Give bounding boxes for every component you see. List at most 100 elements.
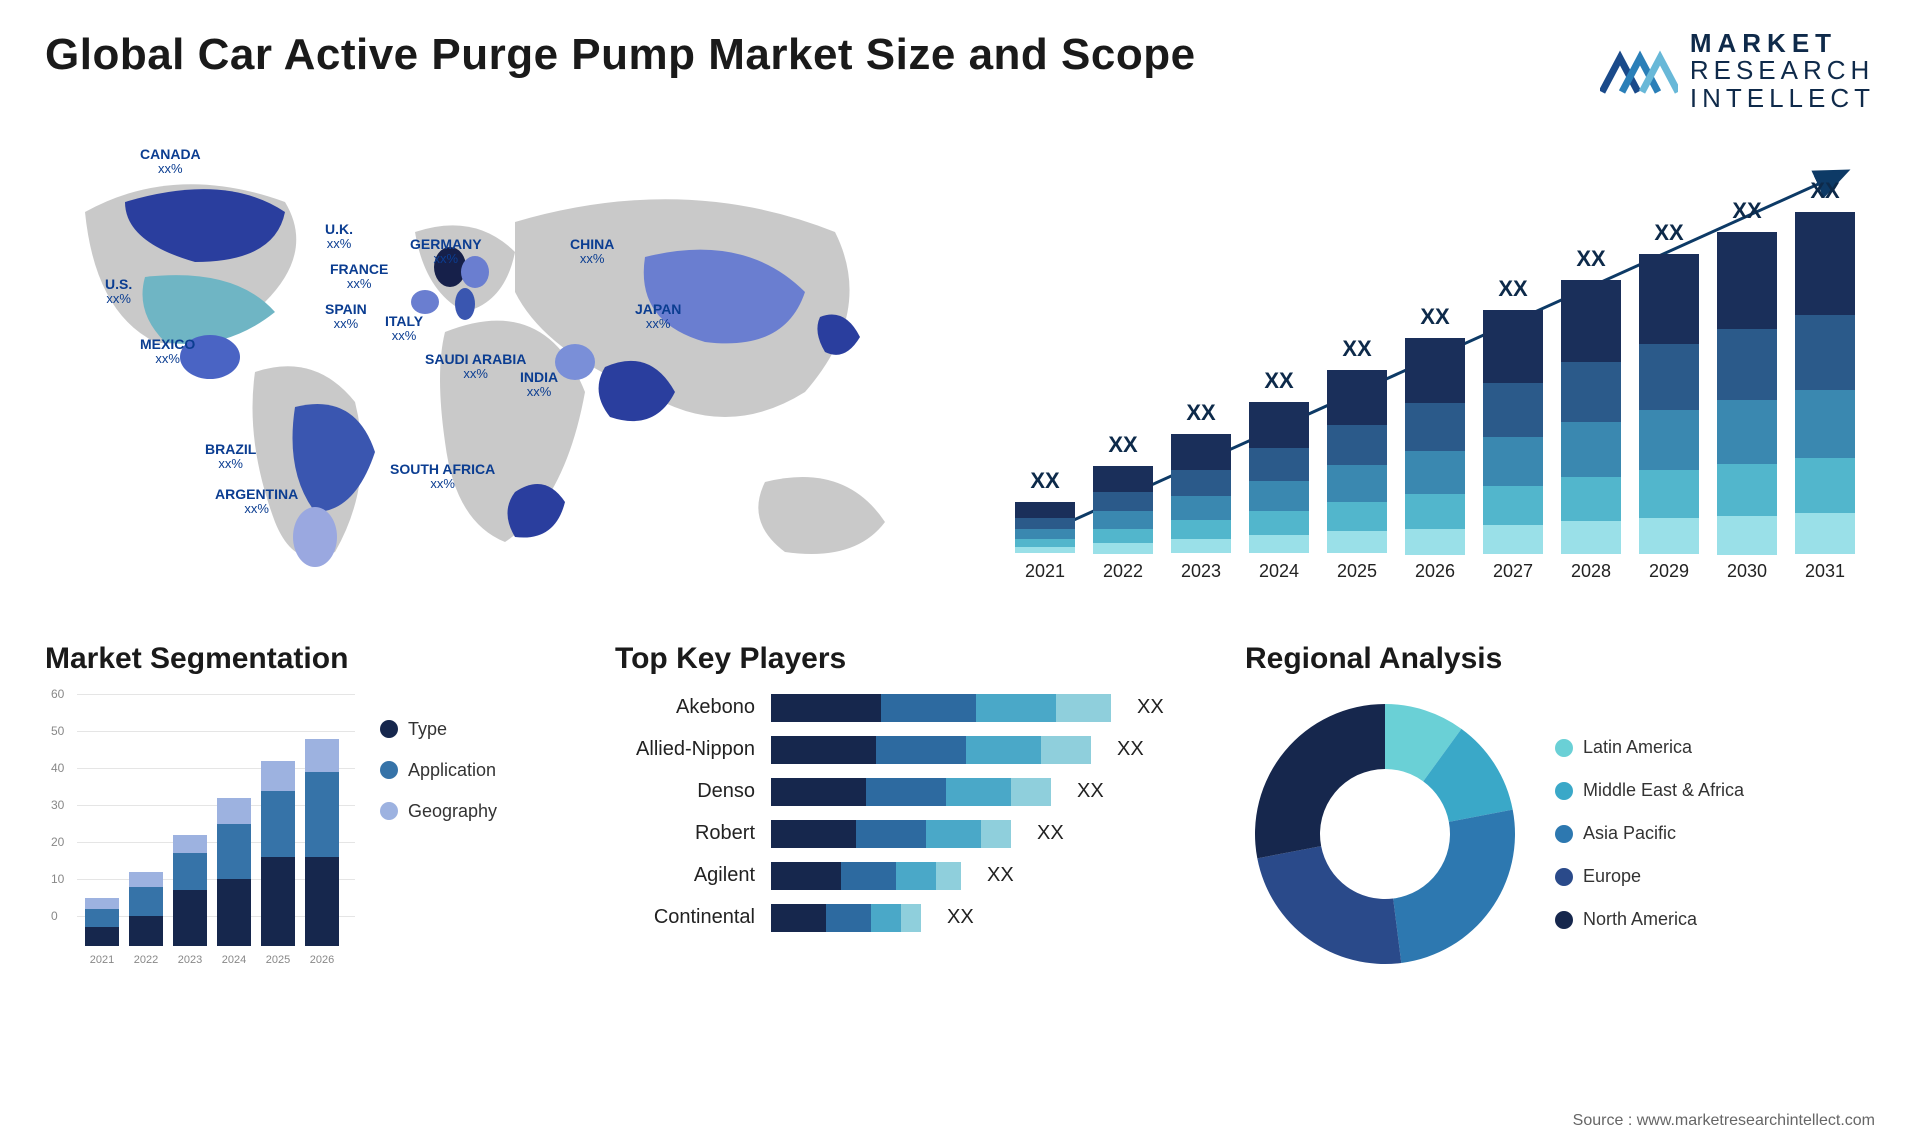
seg-bar-segment	[305, 772, 339, 857]
growth-top-label: XX	[1717, 198, 1777, 224]
growth-bar-segment	[1171, 470, 1231, 496]
growth-top-label: XX	[1483, 276, 1543, 302]
map-callout: JAPANxx%	[635, 302, 681, 332]
legend-label: North America	[1583, 909, 1697, 930]
growth-bar-segment	[1639, 254, 1699, 344]
player-bar	[771, 778, 1051, 806]
growth-bar-segment	[1795, 390, 1855, 458]
growth-bar-segment	[1639, 344, 1699, 410]
seg-bar-segment	[85, 909, 119, 928]
growth-bar-segment	[1327, 531, 1387, 553]
map-callout-label: BRAZIL	[205, 442, 256, 457]
growth-bar-segment	[1483, 437, 1543, 486]
growth-year-label: 2028	[1561, 561, 1621, 582]
growth-bar-segment	[1717, 400, 1777, 464]
growth-bar	[1717, 232, 1777, 554]
map-callout: U.S.xx%	[105, 277, 132, 307]
logo-text-line3: INTELLECT	[1690, 85, 1875, 112]
seg-gridline	[77, 694, 355, 695]
growth-bar-segment	[1795, 458, 1855, 513]
player-bar-segment	[966, 736, 1041, 764]
map-callout-label: SAUDI ARABIA	[425, 352, 526, 367]
growth-top-label: XX	[1171, 400, 1231, 426]
map-callout: GERMANYxx%	[410, 237, 482, 267]
segmentation-legend: TypeApplicationGeography	[380, 719, 497, 974]
map-callout-label: SPAIN	[325, 302, 367, 317]
map-callout-label: ITALY	[385, 314, 423, 329]
seg-bar	[305, 739, 339, 946]
legend-swatch-icon	[380, 720, 398, 738]
player-label: Agilent	[615, 864, 755, 887]
growth-chart: 2021XX2022XX2023XX2024XX2025XX2026XX2027…	[1005, 142, 1875, 602]
growth-bar-segment	[1327, 465, 1387, 502]
legend-label: Geography	[408, 801, 497, 822]
growth-bar-segment	[1483, 525, 1543, 554]
seg-bar-segment	[305, 857, 339, 946]
player-bar-segment	[1041, 736, 1091, 764]
growth-bar-segment	[1249, 511, 1309, 535]
growth-bar-segment	[1171, 434, 1231, 470]
growth-bar-segment	[1717, 329, 1777, 400]
seg-bar-segment	[261, 857, 295, 946]
seg-y-tick: 40	[51, 761, 64, 775]
growth-bar-segment	[1015, 529, 1075, 539]
growth-top-label: XX	[1327, 336, 1387, 362]
player-bar-segment	[981, 820, 1011, 848]
legend-swatch-icon	[380, 761, 398, 779]
map-callout-pct: xx%	[205, 457, 256, 471]
regional-legend-item: Latin America	[1555, 737, 1744, 758]
growth-year-label: 2025	[1327, 561, 1387, 582]
growth-bar-segment	[1249, 535, 1309, 553]
regional-title: Regional Analysis	[1245, 642, 1875, 676]
growth-bar-segment	[1483, 383, 1543, 437]
growth-bar-segment	[1405, 451, 1465, 494]
seg-bar-segment	[129, 887, 163, 917]
map-callout-label: U.K.	[325, 222, 353, 237]
logo-text-line1: MARKET	[1690, 30, 1875, 57]
growth-bar-segment	[1561, 521, 1621, 554]
growth-bar-segment	[1483, 486, 1543, 525]
regional-donut-chart	[1245, 694, 1525, 974]
seg-year-label: 2023	[173, 954, 207, 966]
growth-bar-segment	[1093, 492, 1153, 511]
seg-y-tick: 30	[51, 798, 64, 812]
growth-year-label: 2030	[1717, 561, 1777, 582]
player-bar-segment	[901, 904, 921, 932]
donut-slice	[1257, 846, 1401, 964]
player-bar	[771, 694, 1111, 722]
legend-label: Latin America	[1583, 737, 1692, 758]
map-callout: ARGENTINAxx%	[215, 487, 298, 517]
player-bar-segment	[976, 694, 1056, 722]
growth-bar-segment	[1093, 543, 1153, 554]
growth-bar-segment	[1639, 518, 1699, 554]
regional-legend: Latin AmericaMiddle East & AfricaAsia Pa…	[1555, 737, 1744, 930]
growth-bar-segment	[1015, 518, 1075, 529]
growth-bar	[1483, 310, 1543, 554]
growth-top-label: XX	[1405, 304, 1465, 330]
seg-year-label: 2025	[261, 954, 295, 966]
growth-bar-segment	[1561, 280, 1621, 362]
player-bar-segment	[826, 904, 871, 932]
player-bar-segment	[771, 694, 881, 722]
legend-label: Europe	[1583, 866, 1641, 887]
source-label: Source : www.marketresearchintellect.com	[1573, 1112, 1875, 1130]
growth-bar-segment	[1405, 338, 1465, 403]
map-callout-pct: xx%	[325, 317, 367, 331]
map-callout: BRAZILxx%	[205, 442, 256, 472]
map-callout: ITALYxx%	[385, 314, 423, 344]
growth-bar-segment	[1717, 232, 1777, 329]
player-row: RobertXX	[615, 820, 1205, 848]
growth-bar-segment	[1171, 520, 1231, 539]
seg-bar	[217, 798, 251, 946]
seg-y-tick: 50	[51, 724, 64, 738]
regional-legend-item: Asia Pacific	[1555, 823, 1744, 844]
map-callout: SOUTH AFRICAxx%	[390, 462, 495, 492]
seg-bar	[129, 872, 163, 946]
player-value: XX	[987, 864, 1014, 887]
growth-bar-segment	[1795, 513, 1855, 554]
growth-bar-segment	[1639, 470, 1699, 518]
map-callout-pct: xx%	[570, 252, 614, 266]
player-row: DensoXX	[615, 778, 1205, 806]
map-callout-label: ARGENTINA	[215, 487, 298, 502]
map-callout: FRANCExx%	[330, 262, 388, 292]
